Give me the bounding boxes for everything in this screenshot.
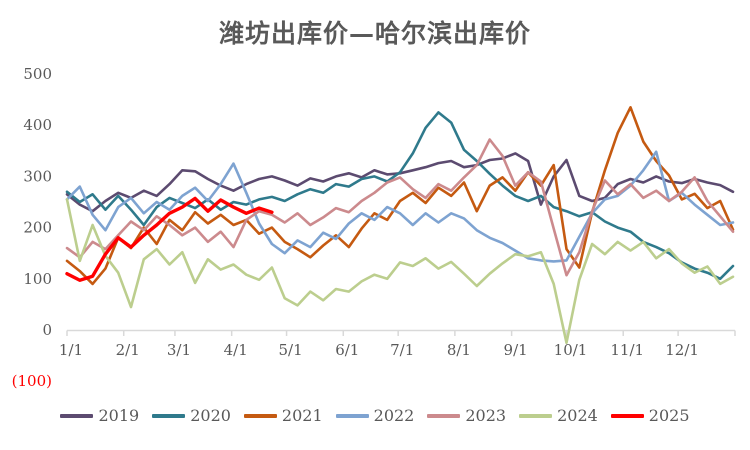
y-axis-label-300: 300 [23,167,52,185]
legend-swatch-2020 [152,414,186,418]
y-axis-label-(100): (100) [12,372,52,390]
x-axis-label-12-1: 12/1 [665,341,699,359]
x-axis-label-10-1: 10/1 [554,341,588,359]
legend-swatch-2021 [243,414,277,418]
series-line-2024 [65,198,735,345]
chart-title: 潍坊出库价—哈尔滨出库价 [218,19,531,48]
legend-item-2025: 2025 [610,406,690,425]
x-axis-label-5-1: 5/1 [278,341,302,359]
legend-label-2019: 2019 [98,406,140,425]
legend-item-2023: 2023 [427,408,506,424]
legend-label-2022: 2022 [373,406,415,425]
x-axis-label-6-1: 6/1 [335,341,359,359]
legend-item-2020: 2020 [152,408,231,424]
x-axis-label-11-1: 11/1 [610,341,644,359]
y-axis-label-100: 100 [23,270,52,288]
series-line-2022 [65,150,735,263]
legend-swatch-2025 [610,414,644,418]
y-axis-label-400: 400 [23,116,52,134]
y-axis-label-200: 200 [23,219,52,237]
legend-label-2024: 2024 [557,406,598,425]
legend-label-2025: 2025 [648,406,690,425]
y-axis-label-0: 0 [42,321,52,339]
series-line-2025 [65,196,274,282]
x-axis-label-7-1: 7/1 [390,341,414,359]
legend-label-2020: 2020 [190,406,231,425]
legend-swatch-2019 [60,414,94,418]
legend-item-2019: 2019 [60,408,139,424]
legend-swatch-2022 [335,414,369,418]
legend-swatch-2023 [427,414,461,418]
legend-item-2024: 2024 [519,408,598,424]
y-axis-label-500: 500 [23,65,52,83]
x-axis-label-3-1: 3/1 [167,341,191,359]
x-axis-label-8-1: 8/1 [447,341,471,359]
x-axis-label-1-1: 1/1 [59,341,83,359]
x-axis-label-9-1: 9/1 [504,341,528,359]
x-axis-label-4-1: 4/1 [224,341,248,359]
legend-label-2021: 2021 [281,406,323,425]
legend-swatch-2024 [519,414,553,418]
legend-item-2022: 2022 [335,406,415,425]
legend-item-2021: 2021 [243,406,323,425]
chart-legend: 2019 2020 2021 2022 2023 2024 2025 [0,408,750,424]
legend-label-2023: 2023 [465,406,507,425]
series-line-2021 [65,106,735,286]
x-axis-label-2-1: 2/1 [116,341,140,359]
series-line-2020 [65,111,735,281]
series-line-2023 [65,138,735,277]
